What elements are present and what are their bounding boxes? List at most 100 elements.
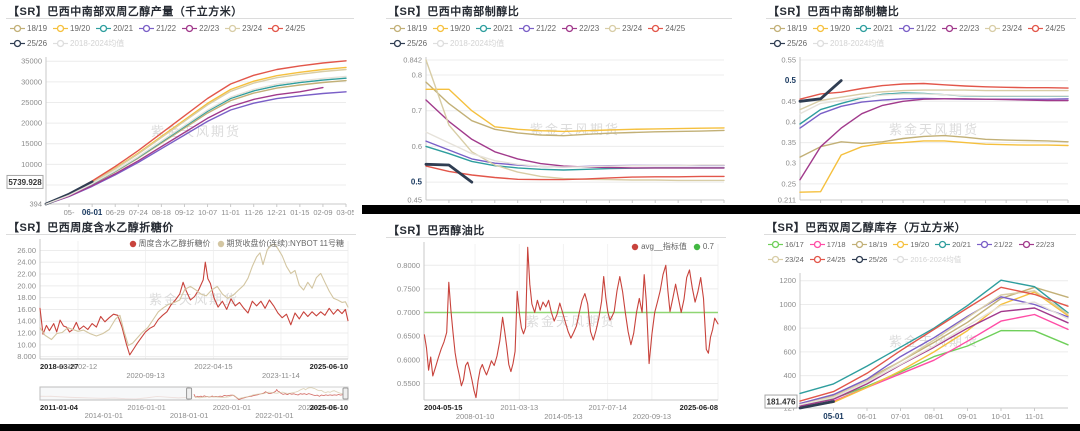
legend-item-19/20[interactable]: 19/20 [433, 22, 470, 35]
navigator-tick-label: 2011-01-04 [40, 403, 79, 412]
chart-panel-ethanol-sugar-price: 【SR】巴西周度含水乙醇折糖价 周度含水乙醇折糖价 期货收盘价(连续):NYBOT… [6, 218, 356, 424]
series-line [799, 301, 1069, 406]
series-line [799, 286, 1069, 402]
legend-item-20/21[interactable]: 20/21 [856, 22, 893, 35]
x-tick-label: 09-12 [175, 208, 194, 217]
legend-marker-icon [562, 24, 578, 33]
legend-item-24/25[interactable]: 24/25 [268, 22, 305, 35]
navigator-mask[interactable] [39, 386, 190, 401]
chart-title: 【SR】巴西中南部制醇比 [386, 2, 732, 19]
series-line [45, 60, 347, 205]
chart-legend: 18/19 19/20 20/21 21/22 22/23 23/24 24/25 25/26… [386, 19, 732, 52]
legend-item-24/25[interactable]: 24/25 [648, 22, 685, 35]
y-tick-label: 0.6000 [397, 355, 420, 364]
legend-label: 19/20 [830, 24, 851, 33]
legend-item-周度含水乙醇折糖价[interactable]: 周度含水乙醇折糖价 [129, 237, 211, 250]
legend-label: 18/19 [407, 24, 428, 33]
legend-marker-icon [648, 24, 664, 33]
legend-item-25/26[interactable]: 25/26 [390, 37, 427, 50]
legend-item-20/21[interactable]: 20/21 [935, 238, 971, 251]
legend-item-24/25[interactable]: 24/25 [809, 253, 846, 266]
legend-label: 24/25 [1045, 24, 1066, 33]
y-tick-label: 12.00 [17, 329, 36, 338]
legend-item-16/17[interactable]: 16/17 [768, 238, 804, 251]
legend-item-25/26[interactable]: 25/26 [851, 253, 887, 266]
series-line [798, 79, 843, 103]
legend-item-21/22[interactable]: 21/22 [139, 22, 176, 35]
legend-marker-icon [813, 39, 829, 48]
legend-label: 21/22 [536, 24, 557, 33]
series-line [193, 389, 349, 400]
legend-item-23/24[interactable]: 23/24 [768, 253, 804, 266]
legend-item-20/21[interactable]: 20/21 [96, 22, 133, 35]
legend-item-23/24[interactable]: 23/24 [985, 22, 1022, 35]
legend-label: 25/26 [787, 39, 808, 48]
legend-item-18/19[interactable]: 18/19 [390, 22, 427, 35]
legend-item-avg__指标值[interactable]: avg__指标值 [631, 240, 687, 253]
legend-marker-icon [519, 24, 535, 33]
x-tick-label: 2020-09-13 [633, 412, 671, 421]
series-line [425, 140, 725, 168]
divider-strip [362, 205, 1080, 214]
legend-item-20/21[interactable]: 20/21 [476, 22, 513, 35]
legend-item-23/24[interactable]: 23/24 [225, 22, 262, 35]
legend-label: 21/22 [156, 24, 177, 33]
x-tick-label: 06-01 [857, 412, 876, 421]
legend-item-2018-2024均值[interactable]: 2018-2024均值 [813, 37, 884, 50]
legend-item-18/19[interactable]: 18/19 [10, 22, 47, 35]
x-tick-label: 03-05 [336, 208, 354, 217]
last-value-label: 5739.928 [8, 178, 42, 187]
x-tick-label: 11-26 [244, 208, 263, 217]
legend-item-2016-2024均值[interactable]: 2016-2024均值 [893, 253, 961, 266]
x-tick-label: 08-18 [152, 208, 171, 217]
legend-item-17/18[interactable]: 17/18 [809, 238, 846, 251]
legend-item-22/23[interactable]: 22/23 [942, 22, 979, 35]
legend-marker-icon [10, 24, 25, 33]
y-tick-label: 1200 [779, 276, 796, 285]
legend-item-期货收盘价(连续):NYBOT 11号糖[interactable]: 期货收盘价(连续):NYBOT 11号糖 [217, 237, 344, 250]
series-line [799, 82, 1069, 100]
navigator-tick-label: 2020-01-01 [213, 403, 251, 412]
legend-item-24/25[interactable]: 24/25 [1028, 22, 1065, 35]
y-tick-label: 0.842 [403, 56, 422, 65]
legend-item-19/20[interactable]: 19/20 [893, 238, 929, 251]
legend-label: 21/22 [916, 24, 937, 33]
legend-item-21/22[interactable]: 21/22 [976, 238, 1013, 251]
legend-item-21/22[interactable]: 21/22 [899, 22, 936, 35]
navigator-handle[interactable] [342, 387, 349, 400]
legend-item-2018-2024均值[interactable]: 2018-2024均值 [433, 37, 504, 50]
x-tick-label: 2017-07-14 [588, 403, 626, 412]
legend-item-25/26[interactable]: 25/26 [770, 37, 807, 50]
legend-marker-icon [268, 24, 284, 33]
legend-item-18/19[interactable]: 18/19 [770, 22, 807, 35]
legend-item-19/20[interactable]: 19/20 [53, 22, 90, 35]
navigator-handle[interactable] [186, 387, 193, 400]
series-line [799, 291, 1069, 409]
series-line [45, 68, 347, 205]
y-tick-label: 0.8000 [397, 261, 420, 270]
legend-label: 周度含水乙醇折糖价 [138, 239, 211, 248]
y-tick-label: 14.00 [17, 317, 36, 326]
legend-marker-icon [53, 39, 69, 48]
x-tick-label: 2023-11-14 [262, 371, 300, 380]
legend-item-2018-2024均值[interactable]: 2018-2024均值 [53, 37, 124, 50]
legend-item-18/19[interactable]: 18/19 [851, 238, 887, 251]
legend-item-0.7[interactable]: 0.7 [693, 240, 714, 253]
legend-item-22/23[interactable]: 22/23 [562, 22, 599, 35]
x-tick-label: 2020-09-13 [126, 371, 164, 380]
series-line [799, 134, 1069, 158]
legend-item-22/23[interactable]: 22/23 [182, 22, 219, 35]
legend-item-23/24[interactable]: 23/24 [605, 22, 642, 35]
legend-item-25/26[interactable]: 25/26 [10, 37, 47, 50]
y-tick-label: 15000 [21, 139, 42, 148]
y-tick-label: 1000 [779, 300, 796, 309]
last-value-label-box [6, 174, 44, 189]
legend-item-19/20[interactable]: 19/20 [813, 22, 850, 35]
legend-label: avg__指标值 [641, 242, 687, 251]
navigator-tick-label: 2018-01-01 [170, 411, 208, 420]
y-tick-label: 0.3 [786, 159, 796, 168]
legend-item-21/22[interactable]: 21/22 [519, 22, 556, 35]
legend-item-22/23[interactable]: 22/23 [1018, 238, 1054, 251]
chart-title: 【SR】巴西双周乙醇库存（万立方米） [764, 218, 1076, 235]
